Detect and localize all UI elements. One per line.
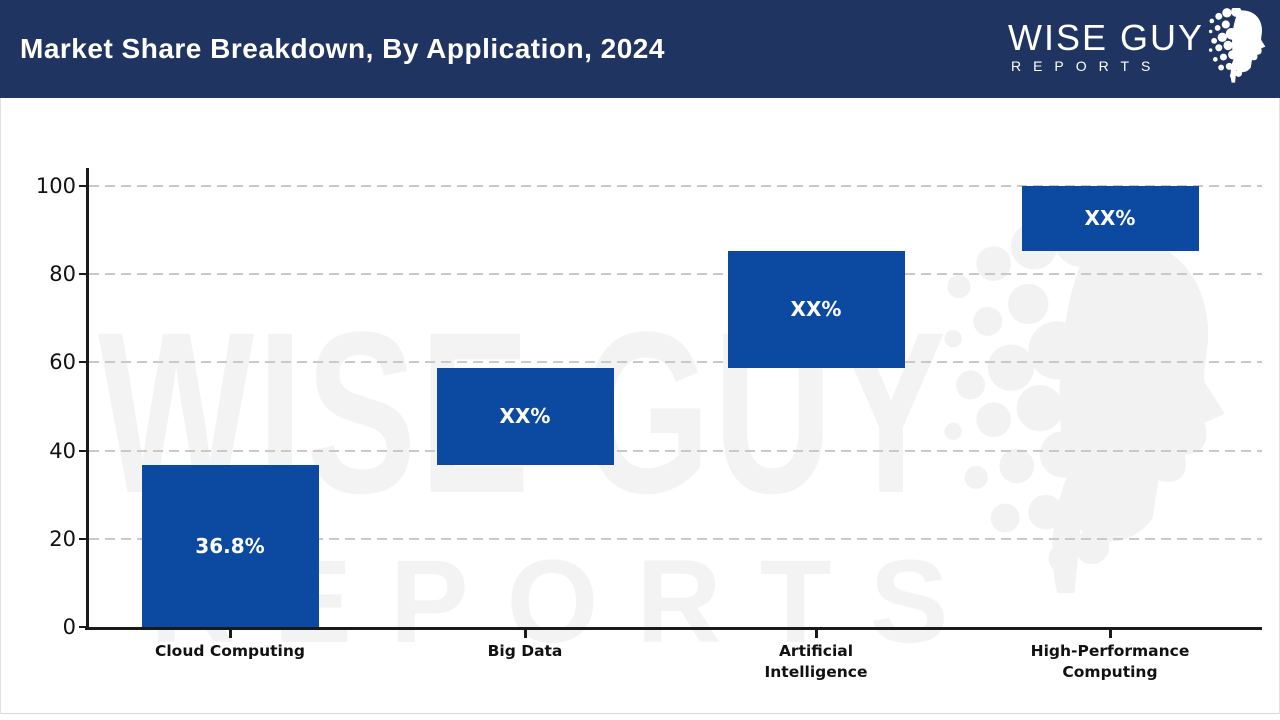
y-tick-60 <box>79 361 86 364</box>
category-label-line: Artificial <box>778 642 854 660</box>
y-tick-label-20: 20 <box>49 526 76 551</box>
y-tick-label-40: 40 <box>49 438 76 463</box>
watermark-face-icon <box>944 223 1225 594</box>
y-tick-20 <box>79 537 86 540</box>
y-axis-line <box>86 168 89 630</box>
x-tick-0 <box>229 630 232 638</box>
category-label: Cloud Computing <box>115 641 345 662</box>
x-tick-2 <box>815 630 818 638</box>
y-tick-100 <box>79 185 86 187</box>
x-tick-1 <box>524 630 527 638</box>
logo-subtitle: REPORTS <box>1010 57 1163 74</box>
y-tick-label-100: 100 <box>35 174 76 198</box>
gridline-100 <box>89 185 1262 187</box>
category-label-line: Big Data <box>487 642 563 660</box>
chart-plot-area: WISE GUY REPORTS 0 20 40 60 80 100 36.8% Cloud … <box>0 98 1280 720</box>
x-tick-3 <box>1109 630 1112 638</box>
figure-left-border <box>0 98 1 714</box>
gridline-20 <box>89 537 1262 540</box>
y-tick-label-60: 60 <box>49 350 76 375</box>
bar-segment[interactable] <box>436 368 614 465</box>
header-bar: Market Share Breakdown, By Application, … <box>0 0 1280 98</box>
category-label-line: Computing <box>1062 663 1158 681</box>
gridline-80 <box>89 273 1262 276</box>
y-tick-label-0: 0 <box>62 615 76 639</box>
bar-value-label: XX% <box>1084 206 1136 231</box>
bar-value-label: 36.8% <box>195 533 265 558</box>
bar-value-label: XX% <box>499 404 551 429</box>
logo-wordmark: WISE GUY <box>1007 16 1204 58</box>
wise-guy-reports-logo: WISE GUY REPORTS <box>1008 8 1270 84</box>
y-tick-0 <box>79 626 86 628</box>
y-tick-label-80: 80 <box>49 262 76 287</box>
category-label-line: Intelligence <box>764 663 868 681</box>
category-label: High-Performance Computing <box>995 641 1225 683</box>
dotted-face-profile-icon <box>1208 8 1266 83</box>
y-tick-40 <box>79 449 86 452</box>
bar-segment[interactable] <box>727 250 905 369</box>
logo-text: WISE GUY REPORTS <box>1007 16 1204 74</box>
figure-bottom-border <box>0 713 1280 714</box>
bar-value-label: XX% <box>790 297 842 322</box>
category-label: Big Data <box>410 641 640 662</box>
chart-title: Market Share Breakdown, By Application, … <box>20 33 665 64</box>
bar-segment[interactable] <box>1021 186 1199 251</box>
bar-segment[interactable] <box>141 464 319 627</box>
gridline-40 <box>89 449 1262 452</box>
x-axis-line <box>85 627 1262 630</box>
y-tick-80 <box>79 273 86 276</box>
category-label-line: High-Performance <box>1030 642 1190 660</box>
gridline-60 <box>89 361 1262 364</box>
category-label: Artificial Intelligence <box>701 641 931 683</box>
category-label-line: Cloud Computing <box>154 642 306 660</box>
